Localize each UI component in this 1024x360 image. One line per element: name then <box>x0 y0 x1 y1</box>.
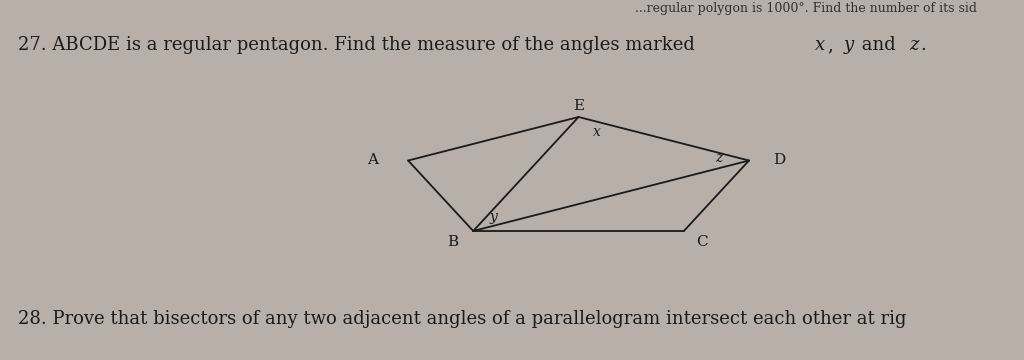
Text: D: D <box>773 153 785 167</box>
Text: 27. ABCDE is a regular pentagon. Find the measure of the angles marked: 27. ABCDE is a regular pentagon. Find th… <box>18 36 701 54</box>
Text: z: z <box>715 150 722 165</box>
Text: 28. Prove that bisectors of any two adjacent angles of a parallelogram intersect: 28. Prove that bisectors of any two adja… <box>18 310 907 328</box>
Text: y: y <box>489 210 498 224</box>
Text: x: x <box>815 36 825 54</box>
Text: y: y <box>844 36 854 54</box>
Text: and: and <box>856 36 901 54</box>
Text: E: E <box>573 99 584 113</box>
Text: x: x <box>593 125 601 139</box>
Text: .: . <box>921 36 927 54</box>
Text: 27. ABCDE is a regular pentagon. Find the measure of the angles marked x, y and : 27. ABCDE is a regular pentagon. Find th… <box>18 36 794 54</box>
Text: ...regular polygon is 1000°. Find the number of its sid: ...regular polygon is 1000°. Find the nu… <box>635 2 977 15</box>
Text: C: C <box>696 235 709 249</box>
Text: z: z <box>909 36 919 54</box>
Text: A: A <box>367 153 378 167</box>
Text: B: B <box>447 235 459 249</box>
Text: ,: , <box>827 36 834 54</box>
